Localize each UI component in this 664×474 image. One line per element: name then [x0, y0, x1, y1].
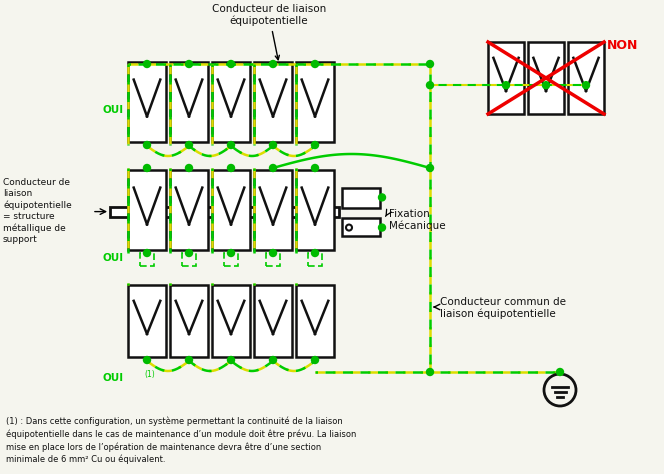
Bar	[342, 188, 380, 208]
Bar	[170, 285, 208, 357]
Circle shape	[311, 356, 319, 364]
Bar	[212, 170, 250, 250]
Circle shape	[503, 82, 509, 89]
Circle shape	[556, 368, 564, 375]
Bar	[140, 253, 154, 266]
Circle shape	[185, 164, 193, 172]
Bar	[254, 62, 292, 142]
Circle shape	[270, 142, 276, 148]
Circle shape	[228, 61, 234, 67]
Circle shape	[270, 356, 276, 364]
Text: OUI: OUI	[103, 373, 124, 383]
Circle shape	[582, 82, 590, 89]
Circle shape	[228, 142, 234, 148]
Text: OUI: OUI	[103, 105, 124, 115]
Bar	[308, 253, 322, 266]
Bar	[528, 42, 564, 114]
Bar	[266, 253, 280, 266]
Circle shape	[228, 356, 234, 364]
Bar	[296, 170, 334, 250]
Circle shape	[426, 164, 434, 172]
Bar	[170, 170, 208, 250]
Text: Fixation
Mécanique: Fixation Mécanique	[389, 209, 446, 231]
Bar	[212, 62, 250, 142]
Circle shape	[378, 194, 386, 201]
Bar	[224, 253, 238, 266]
Circle shape	[228, 164, 234, 172]
Text: Conducteur de
liaison
équipotentielle
= structure
métallique de
support: Conducteur de liaison équipotentielle = …	[3, 178, 72, 244]
Circle shape	[311, 249, 319, 256]
Circle shape	[311, 61, 319, 67]
Text: Conducteur de liaison
équipotentielle: Conducteur de liaison équipotentielle	[212, 4, 326, 60]
Bar	[128, 285, 166, 357]
Bar	[110, 207, 339, 217]
Bar	[170, 62, 208, 142]
Circle shape	[185, 142, 193, 148]
Circle shape	[426, 82, 434, 89]
Circle shape	[185, 61, 193, 67]
Bar	[488, 42, 524, 114]
Circle shape	[270, 164, 276, 172]
Text: (1): (1)	[144, 370, 155, 379]
Text: Conducteur commun de
liaison équipotentielle: Conducteur commun de liaison équipotenti…	[440, 297, 566, 319]
Bar	[212, 285, 250, 357]
Circle shape	[143, 61, 151, 67]
Circle shape	[311, 164, 319, 172]
Circle shape	[378, 224, 386, 231]
Circle shape	[185, 249, 193, 256]
Bar	[128, 170, 166, 250]
Circle shape	[426, 61, 434, 67]
Bar	[342, 218, 380, 237]
Bar	[128, 62, 166, 142]
Circle shape	[185, 356, 193, 364]
Circle shape	[426, 368, 434, 375]
Circle shape	[143, 164, 151, 172]
Circle shape	[143, 356, 151, 364]
Bar	[296, 62, 334, 142]
Text: (1) : Dans cette configuration, un système permettant la continuité de la liaiso: (1) : Dans cette configuration, un systè…	[6, 417, 357, 464]
Circle shape	[542, 82, 550, 89]
Circle shape	[270, 249, 276, 256]
Circle shape	[270, 61, 276, 67]
Bar	[182, 253, 196, 266]
Bar	[254, 170, 292, 250]
Bar	[296, 285, 334, 357]
Circle shape	[311, 142, 319, 148]
Text: OUI: OUI	[103, 253, 124, 263]
Bar	[254, 285, 292, 357]
Circle shape	[228, 249, 234, 256]
Bar	[568, 42, 604, 114]
Text: NON: NON	[607, 39, 638, 52]
Circle shape	[143, 142, 151, 148]
Circle shape	[143, 249, 151, 256]
